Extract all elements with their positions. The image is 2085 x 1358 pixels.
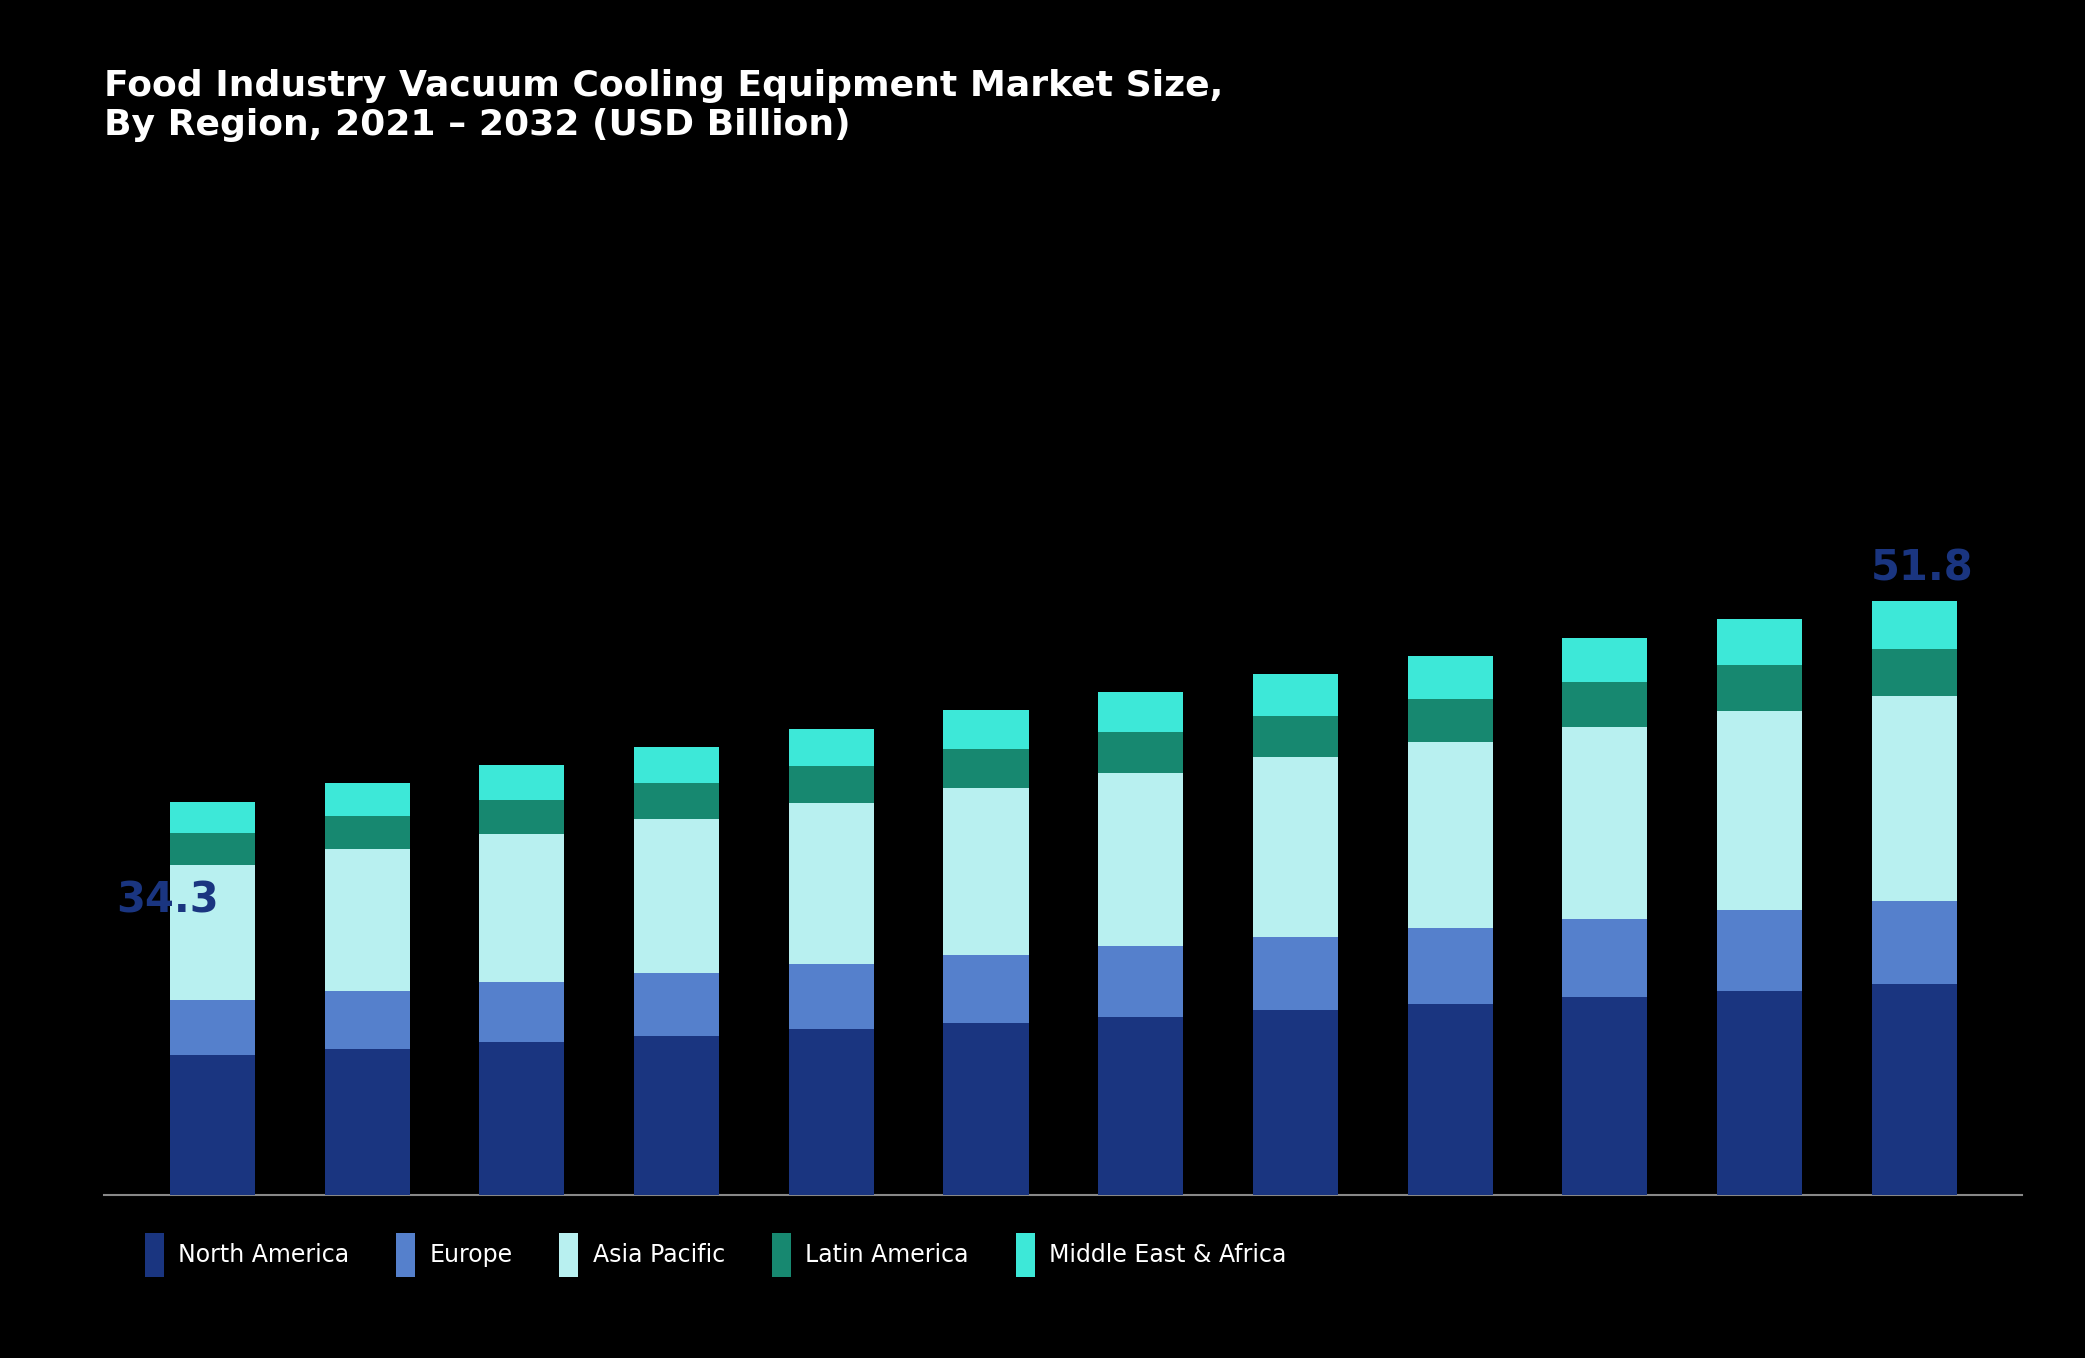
Text: 51.8: 51.8 <box>1870 547 1972 589</box>
Bar <box>945 750 1028 788</box>
Bar <box>1099 1017 1184 1195</box>
Bar <box>325 849 411 991</box>
Bar <box>1407 656 1493 699</box>
Bar <box>480 834 565 982</box>
Bar <box>325 1048 411 1195</box>
Bar <box>1716 665 1801 712</box>
Bar <box>480 1043 565 1195</box>
Bar <box>945 710 1028 750</box>
Bar <box>325 784 411 816</box>
Bar <box>1562 727 1647 919</box>
Bar <box>1407 1004 1493 1195</box>
Bar <box>1407 928 1493 1004</box>
Bar <box>634 1036 719 1195</box>
Bar <box>171 865 254 1001</box>
Bar <box>1872 697 1956 900</box>
Bar <box>788 766 874 804</box>
Bar <box>788 729 874 766</box>
Bar <box>480 765 565 800</box>
Bar <box>1253 716 1339 758</box>
Bar <box>1872 900 1956 985</box>
Bar <box>1716 910 1801 990</box>
Bar <box>1872 649 1956 697</box>
Bar <box>1716 990 1801 1195</box>
Bar <box>634 747 719 782</box>
Bar <box>171 801 254 834</box>
Bar <box>1562 637 1647 682</box>
Bar <box>1716 712 1801 910</box>
Bar <box>1407 699 1493 741</box>
Bar <box>1253 937 1339 1010</box>
Bar <box>945 955 1028 1023</box>
Bar <box>788 964 874 1029</box>
Bar <box>1099 947 1184 1017</box>
Bar <box>1099 773 1184 947</box>
Bar <box>325 991 411 1048</box>
Bar <box>1099 693 1184 732</box>
Bar <box>1716 619 1801 665</box>
Text: 34.3: 34.3 <box>117 879 219 921</box>
Bar <box>634 974 719 1036</box>
Bar <box>171 834 254 865</box>
Bar <box>634 819 719 974</box>
Bar <box>1562 682 1647 727</box>
Bar <box>1562 997 1647 1195</box>
Bar <box>1562 919 1647 997</box>
Bar <box>1872 602 1956 649</box>
Bar <box>945 1023 1028 1195</box>
Bar <box>1253 758 1339 937</box>
Bar <box>1253 1010 1339 1195</box>
Bar <box>1099 732 1184 773</box>
Bar <box>171 1001 254 1055</box>
Bar <box>634 782 719 819</box>
Bar <box>788 1029 874 1195</box>
Bar <box>325 816 411 849</box>
Bar <box>171 1055 254 1195</box>
Bar <box>1253 674 1339 716</box>
Legend: North America, Europe, Asia Pacific, Latin America, Middle East & Africa: North America, Europe, Asia Pacific, Lat… <box>136 1224 1295 1286</box>
Bar <box>945 788 1028 955</box>
Bar <box>480 982 565 1043</box>
Bar <box>788 804 874 964</box>
Text: Food Industry Vacuum Cooling Equipment Market Size,
By Region, 2021 – 2032 (USD : Food Industry Vacuum Cooling Equipment M… <box>104 69 1224 143</box>
Bar <box>1407 741 1493 928</box>
Bar <box>1872 985 1956 1195</box>
Bar <box>480 800 565 834</box>
